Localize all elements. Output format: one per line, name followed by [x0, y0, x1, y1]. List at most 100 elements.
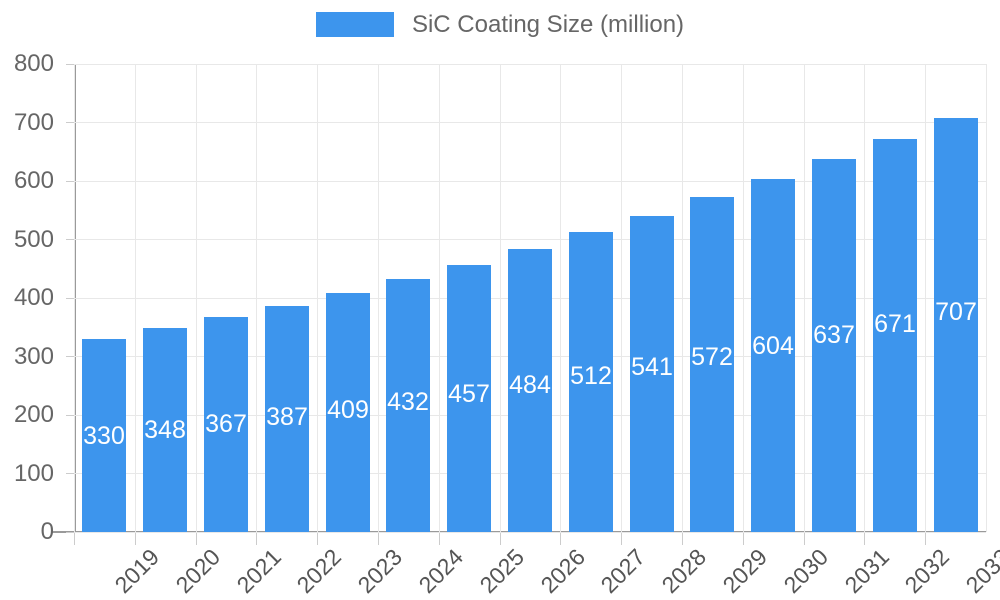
x-axis-tick-label: 2021 — [231, 543, 286, 599]
grid-line-vertical — [560, 64, 561, 532]
bar-value-label: 671 — [874, 310, 916, 338]
bar-value-label: 387 — [266, 403, 308, 431]
bar-value-label: 409 — [327, 396, 369, 424]
y-tick-mark — [66, 180, 74, 182]
x-tick-mark — [500, 533, 501, 545]
grid-line-vertical — [135, 64, 136, 532]
bar[interactable] — [751, 179, 795, 532]
x-axis-tick-label: 2030 — [778, 543, 833, 599]
x-axis-tick-label: 2023 — [352, 543, 408, 599]
bar[interactable] — [873, 139, 917, 532]
grid-line-vertical — [317, 64, 318, 532]
grid-line-vertical — [500, 64, 501, 532]
bar-value-label: 348 — [144, 416, 186, 444]
legend-label: SiC Coating Size (million) — [411, 10, 685, 38]
x-tick-mark — [804, 533, 805, 545]
x-tick-mark — [256, 533, 257, 545]
x-tick-mark — [196, 533, 197, 545]
grid-line-vertical — [74, 64, 75, 532]
bar-value-label: 572 — [691, 343, 733, 371]
grid-line-vertical — [925, 64, 926, 532]
bar[interactable] — [386, 279, 430, 532]
chart-legend: SiC Coating Size (million) — [0, 12, 1000, 37]
grid-line-vertical — [864, 64, 865, 532]
bar-value-label: 457 — [448, 380, 490, 408]
grid-line-vertical — [682, 64, 683, 532]
x-tick-mark — [743, 533, 744, 545]
bar-value-label: 512 — [570, 362, 612, 390]
x-tick-mark — [378, 533, 379, 545]
x-axis-tick-label: 2028 — [656, 543, 712, 599]
y-tick-mark — [66, 239, 74, 240]
bar[interactable] — [934, 118, 978, 532]
bar[interactable] — [569, 232, 613, 532]
bar[interactable] — [326, 293, 370, 532]
y-tick-mark — [66, 414, 74, 416]
x-axis-tick-label: 2019 — [109, 543, 165, 599]
grid-line-horizontal — [74, 122, 986, 123]
x-tick-mark — [925, 533, 926, 545]
x-axis-tick-label: 2033 — [960, 543, 1000, 599]
grid-line-vertical — [439, 64, 440, 532]
bar[interactable] — [690, 197, 734, 532]
y-axis-tick-label: 800 — [13, 50, 54, 77]
x-axis-tick-label: 2022 — [291, 543, 347, 599]
y-tick-mark — [66, 63, 74, 65]
x-tick-mark — [74, 533, 75, 545]
grid-line-horizontal — [74, 239, 986, 240]
y-tick-mark — [66, 473, 74, 474]
bar[interactable] — [82, 339, 126, 532]
x-tick-mark — [560, 533, 561, 545]
y-axis-tick-label: 200 — [13, 401, 54, 428]
bar[interactable] — [630, 216, 674, 532]
bar-value-label: 604 — [752, 332, 794, 360]
y-tick-mark — [66, 122, 74, 123]
y-axis-tick-label: 600 — [13, 167, 54, 194]
bar[interactable] — [204, 317, 248, 532]
x-tick-mark — [864, 533, 865, 545]
bar-value-label: 707 — [935, 298, 977, 326]
y-tick-mark — [66, 356, 74, 357]
bar[interactable] — [447, 265, 491, 532]
x-axis-tick-label: 2029 — [717, 543, 773, 599]
y-axis-tick-label: 0 — [40, 518, 54, 545]
y-tick-mark — [66, 297, 74, 299]
bar-value-label: 541 — [631, 353, 673, 381]
y-axis-tick-label: 400 — [13, 284, 54, 311]
grid-line-vertical — [804, 64, 805, 532]
legend-color-swatch — [315, 12, 394, 37]
bar-value-label: 330 — [83, 422, 125, 450]
y-axis-tick-label: 700 — [13, 108, 54, 136]
grid-line-vertical — [256, 64, 257, 532]
grid-line-vertical — [743, 64, 744, 532]
x-axis-tick-label: 2031 — [839, 543, 894, 599]
legend-item-sic-coating-size[interactable]: SiC Coating Size (million) — [315, 10, 685, 38]
x-tick-mark — [621, 533, 622, 545]
bar-value-label: 637 — [813, 321, 855, 349]
grid-line-vertical — [621, 64, 622, 532]
x-axis-tick-label: 2024 — [413, 543, 469, 599]
y-axis-line — [74, 64, 76, 533]
grid-line-horizontal — [74, 63, 986, 65]
x-axis-tick-label: 2020 — [170, 543, 225, 599]
grid-line-vertical — [378, 64, 379, 532]
y-axis-tick-label: 500 — [13, 225, 54, 253]
y-tick-mark — [66, 531, 74, 533]
y-axis-tick-label: 300 — [13, 342, 54, 370]
bar[interactable] — [143, 328, 187, 532]
grid-line-horizontal — [74, 180, 986, 182]
bar-value-label: 367 — [205, 410, 247, 438]
bar-value-label: 432 — [387, 388, 429, 416]
grid-line-vertical — [986, 64, 987, 532]
bar[interactable] — [508, 249, 552, 532]
x-tick-mark — [317, 533, 318, 545]
x-tick-mark — [682, 533, 683, 545]
grid-line-vertical — [196, 64, 197, 532]
bar-value-label: 484 — [509, 371, 551, 399]
bar[interactable] — [812, 159, 856, 532]
x-axis-tick-label: 2026 — [535, 543, 590, 599]
x-axis-tick-label: 2025 — [474, 543, 529, 599]
x-tick-mark — [135, 533, 136, 545]
bar[interactable] — [265, 306, 309, 532]
